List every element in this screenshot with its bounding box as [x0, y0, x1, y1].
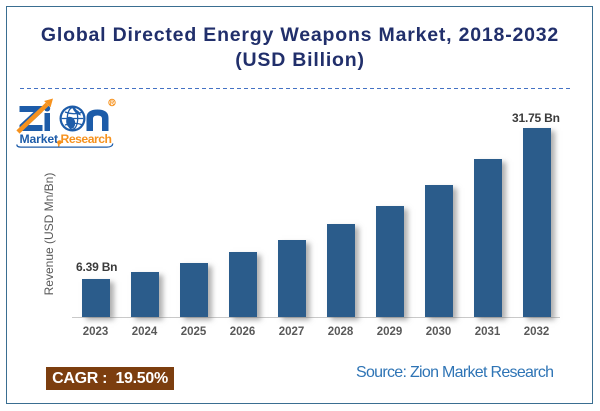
svg-text:R: R — [110, 101, 115, 107]
svg-text:Market: Market — [20, 132, 59, 146]
svg-text:Research: Research — [61, 132, 113, 146]
